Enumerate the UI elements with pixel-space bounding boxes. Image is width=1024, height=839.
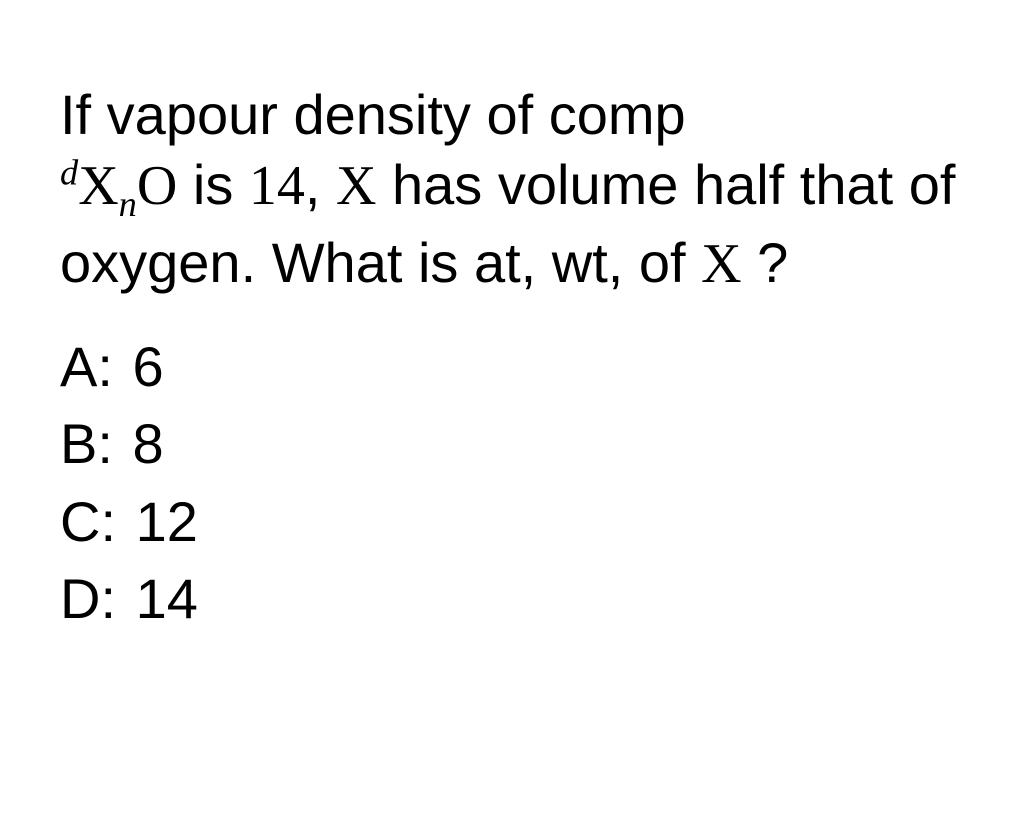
question-part: is — [177, 153, 249, 216]
option-value: 6 — [132, 335, 163, 398]
option-b[interactable]: B: 8 — [60, 406, 984, 482]
option-a[interactable]: A: 6 — [60, 329, 984, 405]
question-part: , — [305, 153, 336, 216]
question-text: If vapour density of comp dXnO is 14, X … — [60, 80, 984, 299]
option-c[interactable]: C: 12 — [60, 484, 984, 560]
option-value: 8 — [132, 412, 163, 475]
options-list: A: 6 B: 8 C: 12 D: 14 — [60, 329, 984, 637]
symbol-x: X — [336, 155, 376, 217]
subscript-n: n — [119, 184, 137, 224]
option-label: C: — [60, 490, 116, 553]
superscript-d: d — [60, 152, 78, 192]
option-label: D: — [60, 567, 116, 630]
option-value: 14 — [136, 567, 198, 630]
option-label: A: — [60, 335, 113, 398]
symbol-x: X — [78, 155, 118, 217]
question-mark: ? — [742, 231, 789, 294]
question-part: If vapour density of comp — [60, 83, 686, 146]
option-value: 12 — [136, 490, 198, 553]
option-label: B: — [60, 412, 113, 475]
symbol-o: O — [137, 155, 177, 217]
question-page: If vapour density of comp dXnO is 14, X … — [0, 0, 1024, 679]
symbol-x: X — [701, 233, 741, 295]
number-14: 14 — [249, 155, 305, 217]
option-d[interactable]: D: 14 — [60, 561, 984, 637]
